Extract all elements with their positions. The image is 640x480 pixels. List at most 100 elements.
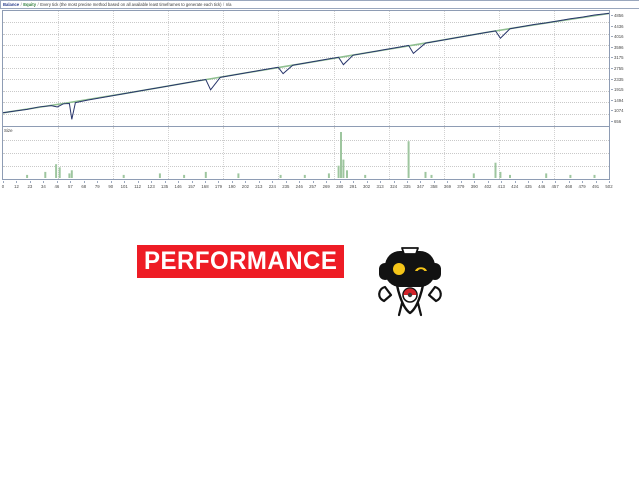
y-axis-tick-mark [611,46,613,48]
x-axis-tick-mark [568,181,570,183]
x-axis-tick-label: 269 [322,184,330,189]
y-axis-tick-label: 2335 [614,76,624,82]
vertical-gridline [498,127,500,179]
x-axis-tick-label: 224 [268,184,276,189]
x-axis-tick-mark [555,181,557,183]
lot-size-bar [237,173,240,178]
performance-banner: PERFORMANCE [137,245,344,278]
x-axis-tick-mark [231,181,233,183]
x-axis-tick-mark [541,181,543,183]
horizontal-gridline [3,79,609,81]
vertical-gridline [113,11,115,126]
lot-size-bar [303,174,306,178]
lot-size-bar [407,141,410,178]
y-axis-tick-label: 1494 [614,97,624,103]
x-axis-tick-mark [97,181,99,183]
horizontal-gridline [3,166,609,167]
x-axis-tick-mark [16,181,18,183]
vertical-gridline [113,127,115,179]
balance-line [3,13,609,119]
lot-size-bar [545,173,548,178]
x-axis-tick-mark [420,181,422,183]
lot-size-plot [2,126,610,180]
x-axis-tick-mark [528,181,530,183]
y-axis-tick-mark [611,25,613,27]
x-axis-tick-label: 379 [457,184,465,189]
x-axis-tick-label: 347 [416,184,425,189]
legend-equity-label: Equity [23,2,37,7]
lot-size-bar [499,171,502,178]
x-axis-tick-label: 101 [120,184,128,189]
vertical-gridline [388,11,390,126]
lot-size-bar [58,167,61,178]
lot-size-bar [430,174,433,178]
y-axis-tick-mark [611,99,613,101]
vertical-gridline [223,11,225,126]
x-axis-tick-mark [339,181,341,183]
x-axis-tick-label: 246 [295,184,303,189]
x-axis-tick-label: 57 [67,184,73,189]
lot-size-bar [340,132,342,178]
horizontal-gridline [3,90,609,92]
x-axis-tick-mark [447,181,449,183]
x-axis-tick-label: 12 [14,184,19,189]
x-axis-tick-label: 491 [591,184,600,189]
x-axis-tick-mark [595,181,597,183]
x-axis-tick-mark [164,181,166,183]
lot-size-bar [44,171,47,178]
x-axis-tick-label: 190 [228,184,236,189]
y-axis-tick-mark [611,57,613,59]
x-axis-tick-mark [487,181,489,183]
x-axis-tick-mark [353,181,355,183]
x-axis-tick-mark [460,181,462,183]
x-axis-tick-label: 468 [565,184,573,189]
x-axis-tick-label: 479 [578,184,586,189]
x-axis-tick-mark [56,181,58,183]
lot-size-bar [569,174,572,178]
y-axis-tick-label: 2755 [614,66,624,71]
x-axis-tick-label: 435 [524,184,532,189]
vertical-gridline [333,127,335,179]
x-axis-tick-label: 390 [470,184,478,189]
x-axis-tick-mark [272,181,274,183]
lot-size-bar [342,159,345,178]
x-axis-tick-label: 457 [551,184,559,189]
x-axis-tick-label: 146 [174,184,182,189]
lot-size-bar [204,171,207,178]
vertical-gridline [58,11,60,126]
y-axis-tick-mark [611,110,613,112]
lot-size-bar [424,171,427,178]
lot-size-bar [509,174,511,178]
strategy-tester-graph: Balance / Equity / Every tick (the most … [0,0,640,196]
x-axis-tick-mark [514,181,516,183]
legend-symbol-value: n/a [225,2,232,7]
x-axis-tick-label: 213 [255,184,263,189]
lot-size-bar [337,165,340,178]
vertical-gridline [443,127,445,179]
x-axis-tick-label: 79 [94,184,100,189]
graph-legend-bar: Balance / Equity / Every tick (the most … [0,0,639,9]
vertical-gridline [553,11,555,126]
x-axis-tick-mark [245,181,247,183]
x-axis-tick-label: 313 [376,184,384,189]
balance-equity-lines [3,11,609,126]
x-axis-tick-label: 280 [336,184,344,189]
y-axis-tick-mark [611,78,613,80]
horizontal-gridline [3,68,609,69]
x-axis-tick-label: 502 [605,184,613,189]
x-axis-tick-mark [218,181,220,183]
y-axis-tick-label: 1074 [614,108,624,114]
x-axis-tick-mark [110,181,112,183]
vertical-gridline [388,127,390,179]
y-axis-tick-mark [611,15,613,16]
horizontal-gridline [3,33,609,35]
x-axis-tick-mark [124,181,126,183]
y-axis-tick-label: 3175 [614,55,624,61]
vertical-gridline [223,127,225,179]
robot-mascot-icon [378,247,442,317]
lot-size-bars [26,132,596,178]
y-axis-tick-label: 4436 [614,23,624,29]
horizontal-gridline [3,45,609,47]
x-axis-tick-mark [178,181,180,183]
x-axis-tick-label: 358 [430,184,438,189]
